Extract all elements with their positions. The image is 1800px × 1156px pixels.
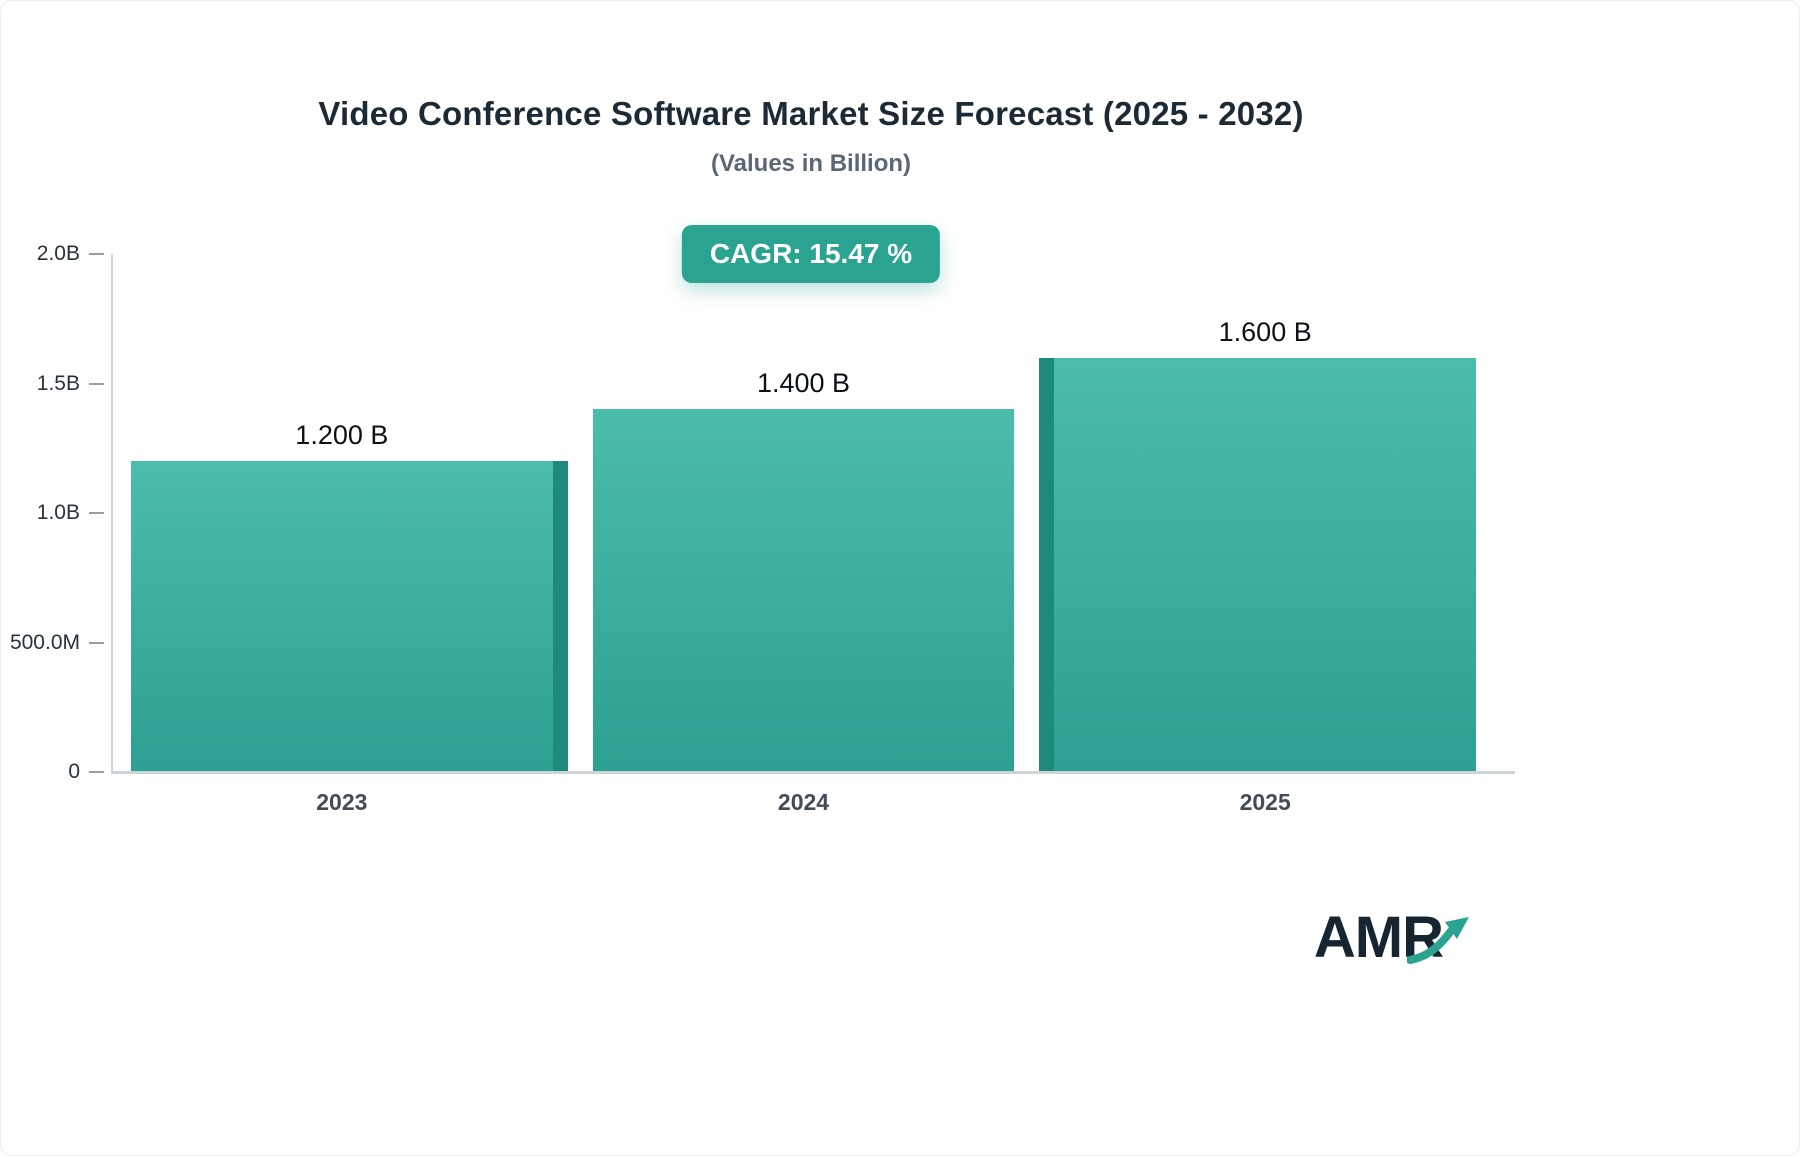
- bar-group-2023: 1.200 B 2023: [131, 254, 568, 815]
- bar-3d-edge: [552, 461, 568, 772]
- y-tick: 500.0M: [10, 631, 104, 655]
- cagr-badge: CAGR: 15.47 %: [681, 225, 941, 283]
- y-tick-mark: [89, 641, 104, 644]
- y-tick: 0: [68, 760, 104, 784]
- y-tick: 2.0B: [37, 242, 104, 266]
- x-axis-line: [111, 771, 1515, 774]
- bar-group-2025: 1.600 B 2025: [1039, 254, 1477, 815]
- y-tick-label: 0: [68, 760, 80, 783]
- y-tick-mark: [89, 253, 104, 255]
- y-tick-mark: [89, 512, 104, 514]
- bar-2024: [592, 409, 1015, 772]
- bar-group-2024: 1.400 B 2024: [592, 254, 1015, 815]
- cagr-badge-label: CAGR: 15.47 %: [709, 238, 913, 269]
- bars-container: 1.200 B 2023 1.400 B 2024 1.600 B 2025: [111, 254, 1511, 815]
- y-tick-mark: [89, 382, 104, 385]
- bar-3d-edge: [1039, 357, 1055, 772]
- x-axis-label: 2023: [316, 789, 368, 815]
- amr-logo-arrow-icon: [1407, 917, 1469, 964]
- plot-area: 2.0B 1.5B 1.0B 500.0M 0 1.200 B 2023 1.400 B 20…: [10, 242, 1515, 815]
- bar-2023: [131, 461, 568, 772]
- bar-value-label: 1.600 B: [1218, 316, 1312, 347]
- chart-title: Video Conference Software Market Size Fo…: [318, 95, 1304, 132]
- y-tick: 1.0B: [37, 501, 104, 525]
- y-tick-label: 2.0B: [36, 242, 80, 265]
- amr-logo: AMR: [1314, 909, 1471, 967]
- chart-subtitle: (Values in Billion): [710, 150, 912, 177]
- bar-value-label: 1.400 B: [756, 368, 851, 399]
- y-tick-label: 500.0M: [9, 630, 80, 654]
- y-axis: 2.0B 1.5B 1.0B 500.0M 0: [1, 242, 104, 783]
- bar-value-label: 1.200 B: [295, 420, 389, 451]
- bar-2025: [1039, 357, 1477, 772]
- y-tick-label: 1.0B: [36, 501, 80, 524]
- y-axis-line: [111, 254, 113, 772]
- y-tick: 1.5B: [37, 372, 104, 396]
- x-axis-label: 2024: [777, 789, 830, 815]
- x-axis-label: 2025: [1239, 789, 1291, 815]
- y-tick-mark: [89, 771, 104, 773]
- y-tick-label: 1.5B: [36, 371, 80, 395]
